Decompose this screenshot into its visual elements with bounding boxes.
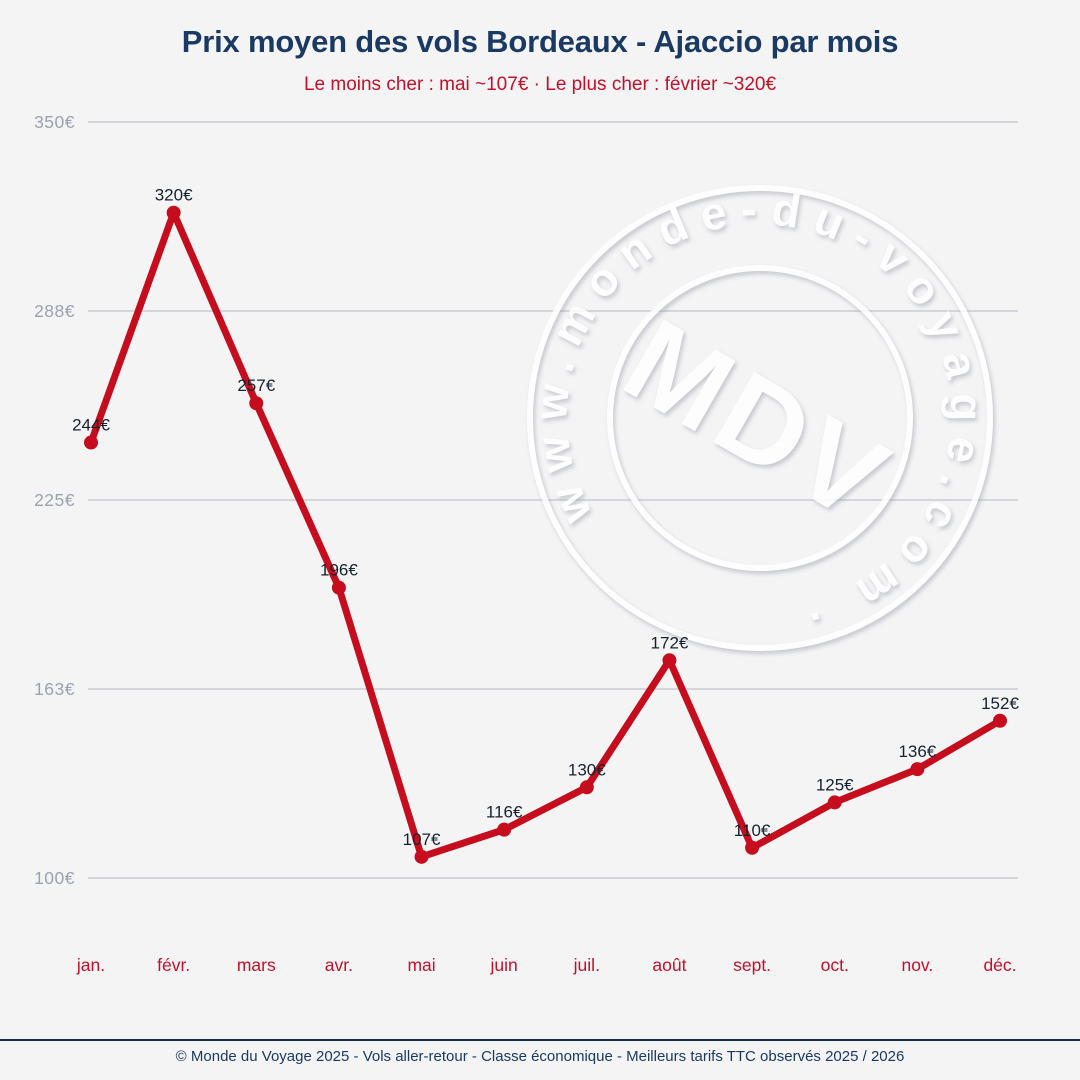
watermark-mdv-text: MDV [604,294,913,548]
point-value-label: 130€ [568,760,606,779]
point-value-label: 196€ [320,561,358,580]
month-label: déc. [983,955,1016,975]
month-label: mai [407,955,435,975]
month-label: mars [237,955,276,975]
data-point [745,840,760,855]
data-point [910,762,925,777]
point-value-label: 125€ [816,775,854,794]
data-point [414,849,429,864]
month-label: juin [490,955,518,975]
footer-copyright: © Monde du Voyage 2025 - Vols aller-reto… [175,1048,905,1065]
month-label: avr. [325,955,353,975]
month-label: jan. [76,955,105,975]
y-tick-label: 225€ [34,490,75,510]
point-value-label: 257€ [237,376,275,395]
price-line [87,209,1004,861]
month-label: sept. [733,955,771,975]
point-value-label: 116€ [486,803,523,822]
point-value-label: 172€ [651,633,689,652]
watermark-ring-outer-icon [527,185,993,651]
y-tick-label: 100€ [34,868,75,888]
data-point [166,205,181,220]
month-label: oct. [821,955,849,975]
point-value-label: 244€ [72,416,110,435]
y-tick-label: 163€ [34,679,75,699]
point-value-label: 320€ [155,186,193,205]
y-tick-label: 350€ [34,112,75,132]
data-point [579,780,594,795]
data-point [331,580,346,595]
data-point [993,713,1007,728]
month-label: juil. [573,955,600,975]
y-tick-label: 288€ [34,301,75,321]
point-value-label: 110€ [734,821,771,840]
data-point [84,435,98,450]
point-value-label: 152€ [981,694,1019,713]
month-label: août [652,955,686,975]
point-value-label: 136€ [898,742,936,761]
footer-divider [0,1039,1080,1041]
data-point [249,396,264,411]
data-point [827,795,842,810]
point-value-label: 107€ [403,830,441,849]
watermark: www.monde-du-voyage.com ·MDV [524,182,993,651]
chart-subtitle: Le moins cher : mai ~107€ · Le plus cher… [303,74,777,95]
month-label: nov. [901,955,933,975]
watermark-ring-inner-icon [607,265,913,571]
chart-title: Prix moyen des vols Bordeaux - Ajaccio p… [181,24,899,59]
data-point [662,653,677,668]
data-point [497,822,512,837]
month-label: févr. [157,955,190,975]
